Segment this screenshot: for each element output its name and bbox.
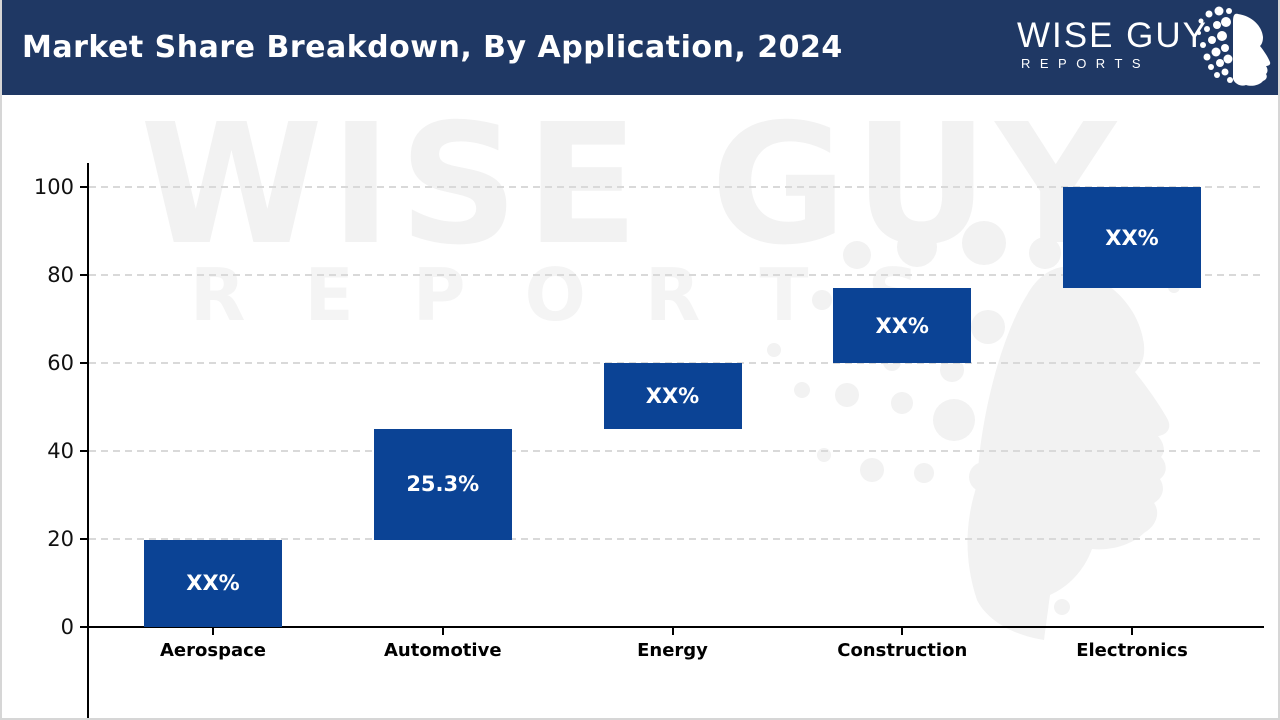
x-tick-label-aerospace: Aerospace xyxy=(159,640,266,661)
x-tick-label-electronics: Electronics xyxy=(1076,640,1188,661)
y-tick-label-20: 20 xyxy=(47,527,74,551)
bar-energy: XX% xyxy=(603,363,742,429)
x-tick-mark-aerospace xyxy=(212,627,214,635)
y-tick-label-60: 60 xyxy=(47,351,74,375)
bar-construction: XX% xyxy=(833,288,972,363)
logo-wordmark: WISE GUY xyxy=(1016,16,1208,55)
x-tick-mark-construction xyxy=(901,627,904,635)
wise-guy-logo: WISE GUY REPORTS xyxy=(1017,18,1208,71)
gridline-100 xyxy=(89,186,1260,188)
bar-value-label: XX% xyxy=(186,571,240,596)
bar-value-label: XX% xyxy=(875,313,929,338)
x-tick-mark-energy xyxy=(671,627,674,635)
x-tick-label-automotive: Automotive xyxy=(383,640,502,661)
bar-value-label: XX% xyxy=(1105,225,1159,250)
logo-face-icon xyxy=(1197,6,1271,86)
chart-title: Market Share Breakdown, By Application, … xyxy=(22,30,843,65)
watermark-text: WISE GUY xyxy=(140,89,1123,282)
y-tick-mark-60 xyxy=(80,362,88,364)
x-tick-mark-automotive xyxy=(441,627,444,635)
y-tick-mark-0 xyxy=(80,626,88,628)
plot-area: WISE GUY R E P O R T S 0 20 40 60 80 100 XX% 2… xyxy=(2,89,1278,718)
y-tick-mark-100 xyxy=(80,186,88,188)
logo-subtitle: REPORTS xyxy=(1020,56,1151,71)
x-tick-label-energy: Energy xyxy=(637,640,708,661)
gridline-20 xyxy=(89,538,1260,540)
y-tick-mark-80 xyxy=(80,274,88,276)
bar-value-label: XX% xyxy=(645,383,700,408)
y-tick-label-100: 100 xyxy=(33,175,74,199)
y-tick-mark-40 xyxy=(80,450,88,452)
x-axis-line xyxy=(87,626,1264,628)
y-tick-label-0: 0 xyxy=(60,615,74,639)
watermark-text-2: R E P O R T S xyxy=(190,253,937,337)
x-tick-label-construction: Construction xyxy=(837,640,968,661)
y-tick-mark-20 xyxy=(80,538,88,540)
gridline-80 xyxy=(89,274,1260,276)
y-tick-label-40: 40 xyxy=(47,439,74,463)
y-tick-label-80: 80 xyxy=(47,263,74,287)
x-tick-mark-electronics xyxy=(1131,627,1133,635)
gridline-40 xyxy=(89,450,1260,452)
bar-electronics: XX% xyxy=(1063,187,1201,289)
bar-value-label: 25.3% xyxy=(406,472,480,497)
y-axis-line xyxy=(87,163,89,718)
header-band: Market Share Breakdown, By Application, … xyxy=(2,0,1278,95)
bar-aerospace: XX% xyxy=(144,539,282,627)
bar-automotive: 25.3% xyxy=(373,428,512,540)
